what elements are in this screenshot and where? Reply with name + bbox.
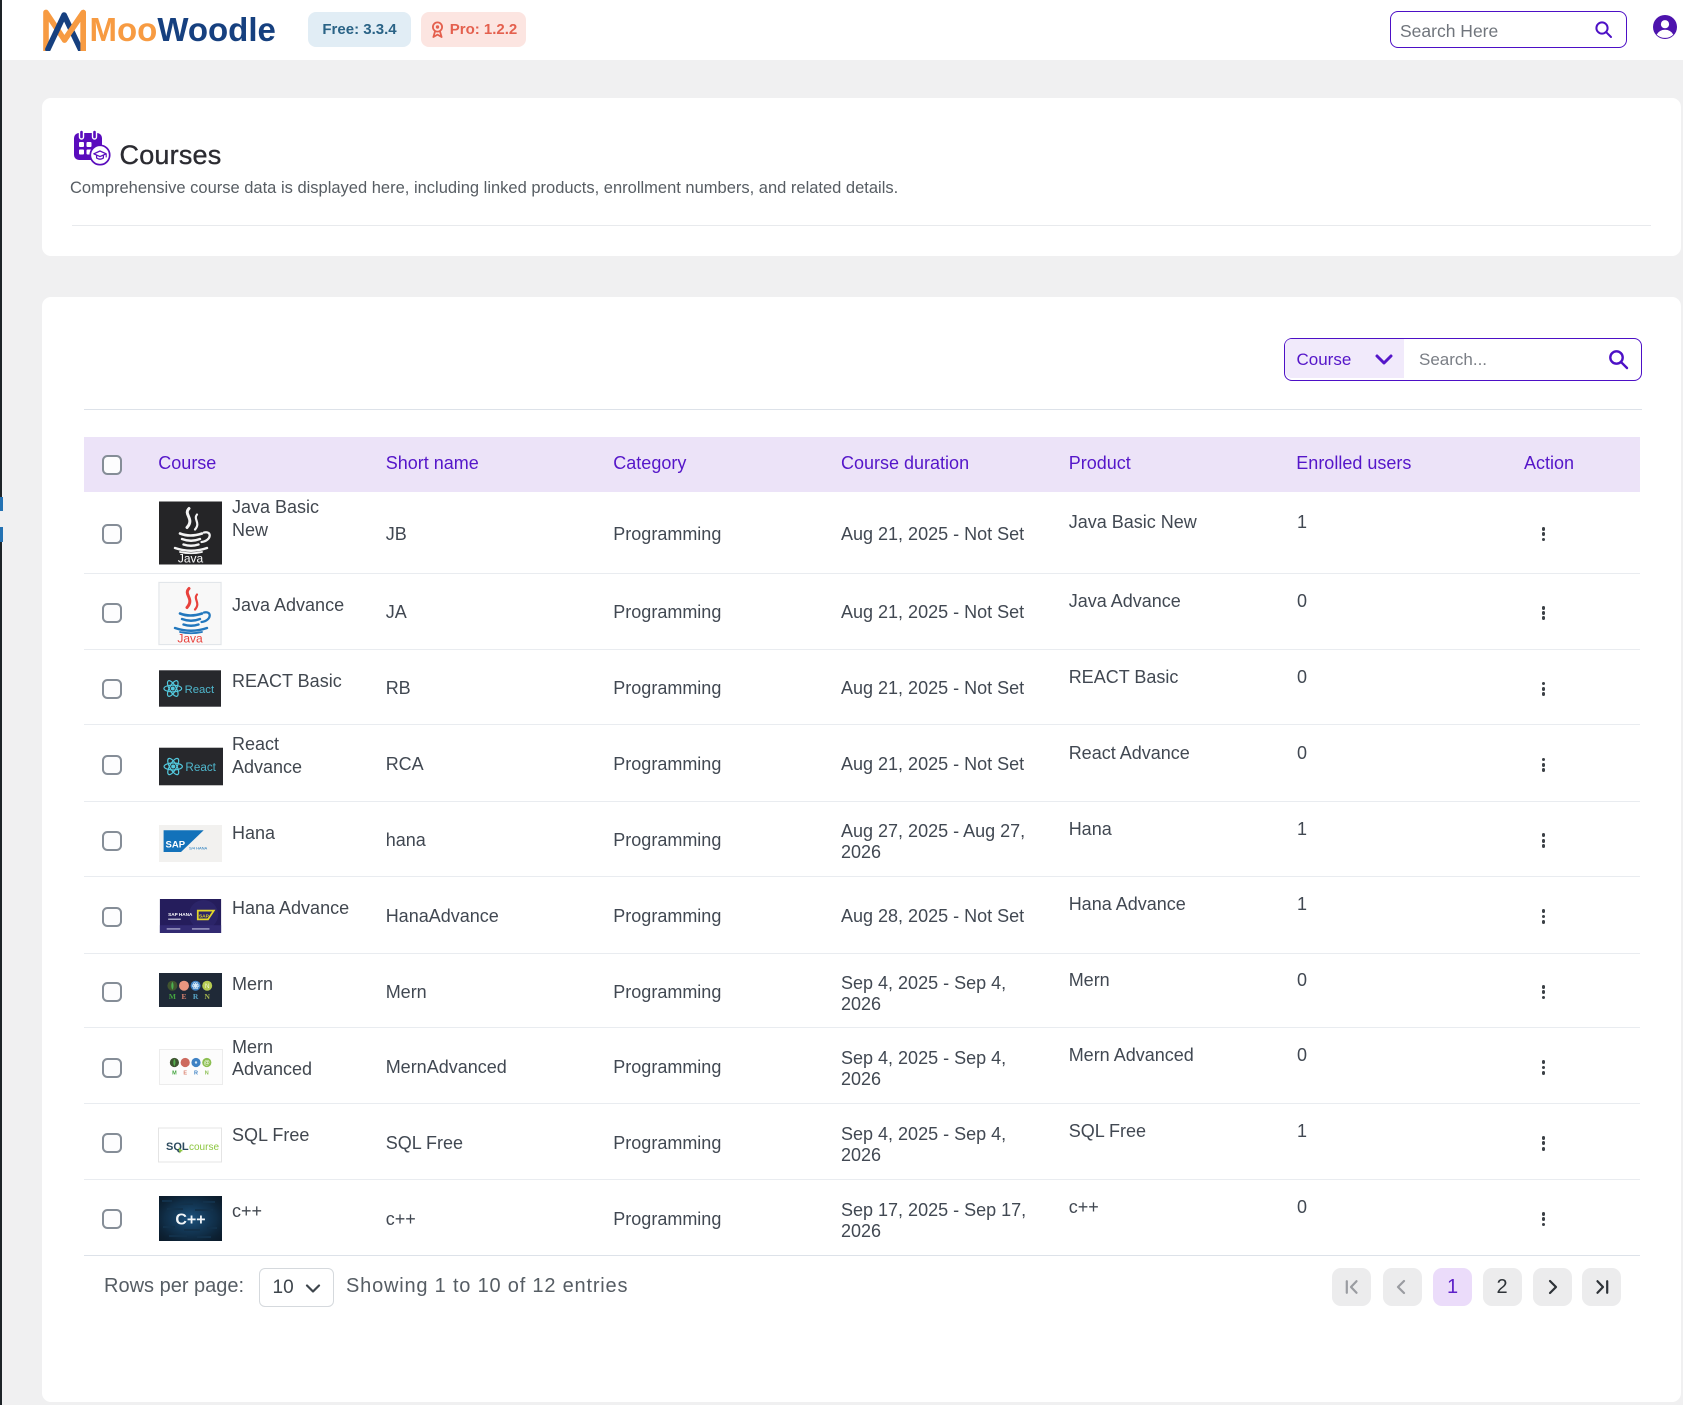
svg-text:SAP HANA: SAP HANA <box>168 912 193 917</box>
svg-text:N: N <box>205 983 210 990</box>
svg-text:course: course <box>189 1142 219 1153</box>
svg-text:M: M <box>169 992 176 1001</box>
svg-text:Java: Java <box>177 631 203 645</box>
svg-text:M: M <box>172 1071 177 1077</box>
svg-text:E: E <box>182 992 187 1001</box>
svg-text:SAP: SAP <box>199 913 210 919</box>
svg-text:SAP: SAP <box>166 840 186 851</box>
svg-text:N: N <box>205 992 211 1001</box>
svg-text:SQL: SQL <box>166 1141 189 1153</box>
svg-text:React: React <box>185 684 215 696</box>
svg-text:E: E <box>183 1071 187 1077</box>
svg-text:R: R <box>193 992 199 1001</box>
svg-text:R: R <box>194 1071 198 1077</box>
svg-text:React: React <box>185 761 216 774</box>
svg-text:C++: C++ <box>175 1212 205 1229</box>
svg-text:@: @ <box>203 1061 209 1067</box>
svg-text:Java: Java <box>178 552 204 566</box>
svg-text:N: N <box>204 1071 208 1077</box>
svg-text:S/4 HANA: S/4 HANA <box>189 846 208 851</box>
